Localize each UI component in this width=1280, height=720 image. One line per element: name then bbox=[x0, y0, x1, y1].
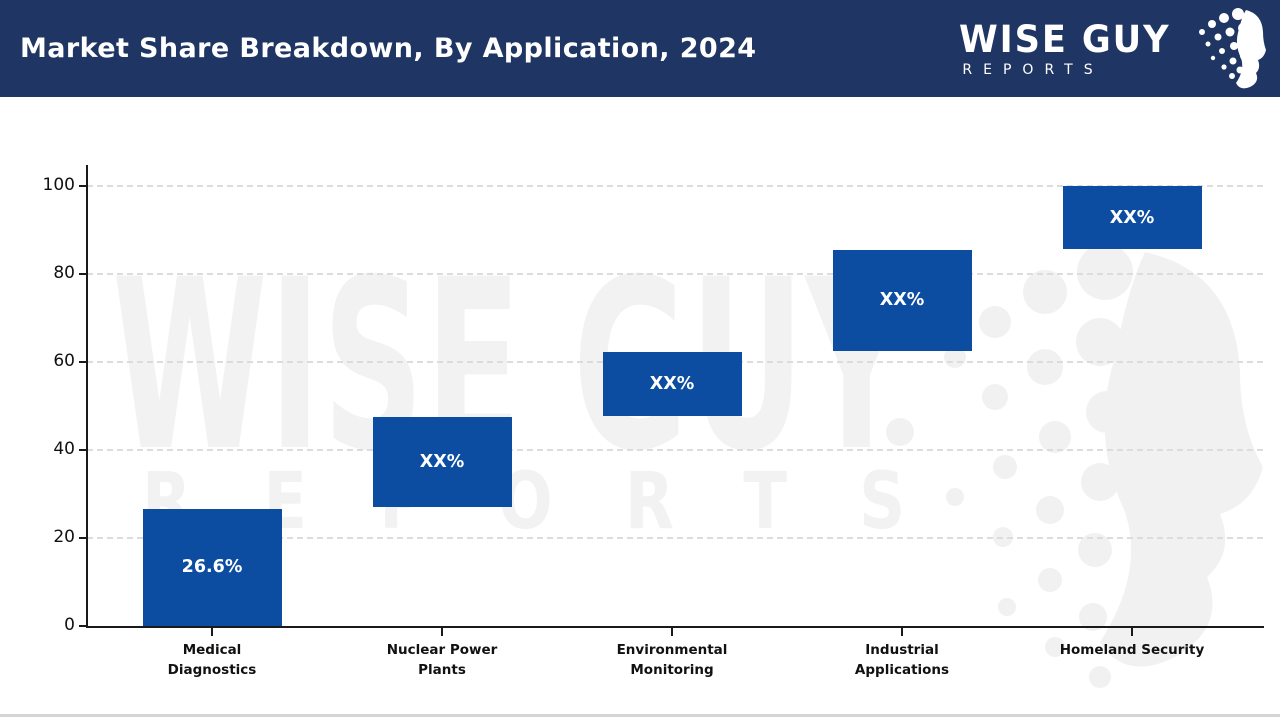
y-axis-line bbox=[86, 165, 88, 628]
gridline-100 bbox=[87, 185, 1263, 187]
logo-wordmark: WISE GUY bbox=[959, 17, 1171, 61]
x-tick-label: Homeland Security bbox=[1059, 642, 1205, 658]
y-tick-label: 0 bbox=[64, 615, 75, 635]
y-tick-label: 60 bbox=[53, 351, 75, 371]
y-tick-mark bbox=[79, 361, 87, 363]
y-tick-mark bbox=[79, 273, 87, 275]
logo-subtitle: REPORTS bbox=[962, 61, 1104, 78]
y-tick-mark bbox=[79, 185, 87, 187]
x-tick-label: Nuclear Power Plants bbox=[386, 642, 498, 679]
x-tick-label: Industrial Applications bbox=[854, 642, 950, 679]
gridline-20 bbox=[87, 537, 1263, 539]
y-tick-label: 100 bbox=[42, 175, 75, 195]
bar-value-label: XX% bbox=[649, 373, 695, 394]
bar-4: XX% bbox=[832, 249, 972, 351]
wise-guy-logo: WISE GUY REPORTS bbox=[959, 6, 1266, 92]
x-tick-label: Environmental Monitoring bbox=[616, 642, 728, 679]
x-tick-mark bbox=[671, 628, 673, 636]
y-tick-label: 40 bbox=[53, 439, 75, 459]
x-tick-mark bbox=[441, 628, 443, 636]
y-tick-label: 20 bbox=[53, 527, 75, 547]
x-tick-mark bbox=[1131, 628, 1133, 636]
y-tick-mark bbox=[79, 449, 87, 451]
y-tick-label: 80 bbox=[53, 263, 75, 283]
bar-value-label: XX% bbox=[419, 452, 465, 473]
bar-value-label: 26.6% bbox=[181, 557, 243, 578]
bar-1: 26.6% bbox=[142, 508, 282, 626]
header-bar: Market Share Breakdown, By Application, … bbox=[0, 0, 1280, 97]
x-tick-label: Medical Diagnostics bbox=[167, 642, 257, 679]
x-axis-line bbox=[86, 626, 1264, 628]
bar-3: XX% bbox=[602, 351, 742, 417]
bar-2: XX% bbox=[372, 417, 512, 508]
y-tick-mark bbox=[79, 625, 87, 627]
bar-value-label: XX% bbox=[1109, 207, 1155, 228]
gridline-80 bbox=[87, 273, 1263, 275]
gridline-40 bbox=[87, 449, 1263, 451]
chart-area: WISE GUY REPORTS 0 20 40 60 80 100 26.6% Medica… bbox=[0, 97, 1280, 717]
dotted-face-icon bbox=[1199, 7, 1266, 88]
y-tick-mark bbox=[79, 537, 87, 539]
bar-value-label: XX% bbox=[879, 290, 925, 311]
x-tick-mark bbox=[211, 628, 213, 636]
bar-5: XX% bbox=[1062, 186, 1202, 250]
x-tick-mark bbox=[901, 628, 903, 636]
logo-text: WISE GUY REPORTS bbox=[959, 21, 1182, 77]
page-title: Market Share Breakdown, By Application, … bbox=[20, 33, 757, 64]
watermark-face-icon bbox=[886, 244, 1263, 688]
